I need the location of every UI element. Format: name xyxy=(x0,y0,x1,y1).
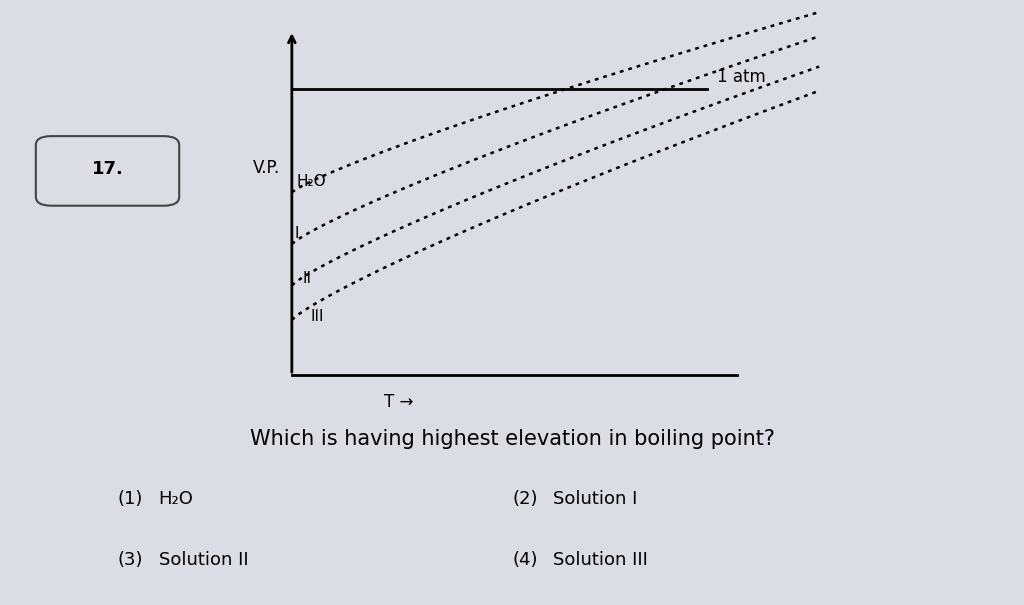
Text: 1 atm: 1 atm xyxy=(717,68,766,86)
Text: Solution III: Solution III xyxy=(553,551,648,569)
Text: III: III xyxy=(310,309,324,324)
Text: Solution II: Solution II xyxy=(159,551,249,569)
Text: V.P.: V.P. xyxy=(253,159,280,177)
Text: H₂O: H₂O xyxy=(297,174,327,189)
FancyBboxPatch shape xyxy=(36,136,179,206)
Text: II: II xyxy=(302,271,311,286)
Text: (2): (2) xyxy=(512,490,538,508)
Text: 17.: 17. xyxy=(91,160,124,178)
Text: (4): (4) xyxy=(512,551,538,569)
Text: Solution I: Solution I xyxy=(553,490,637,508)
Text: (3): (3) xyxy=(118,551,143,569)
Text: H₂O: H₂O xyxy=(159,490,194,508)
Text: T →: T → xyxy=(384,393,414,411)
Text: Which is having highest elevation in boiling point?: Which is having highest elevation in boi… xyxy=(250,428,774,449)
Text: (1): (1) xyxy=(118,490,143,508)
Text: I: I xyxy=(295,226,299,241)
